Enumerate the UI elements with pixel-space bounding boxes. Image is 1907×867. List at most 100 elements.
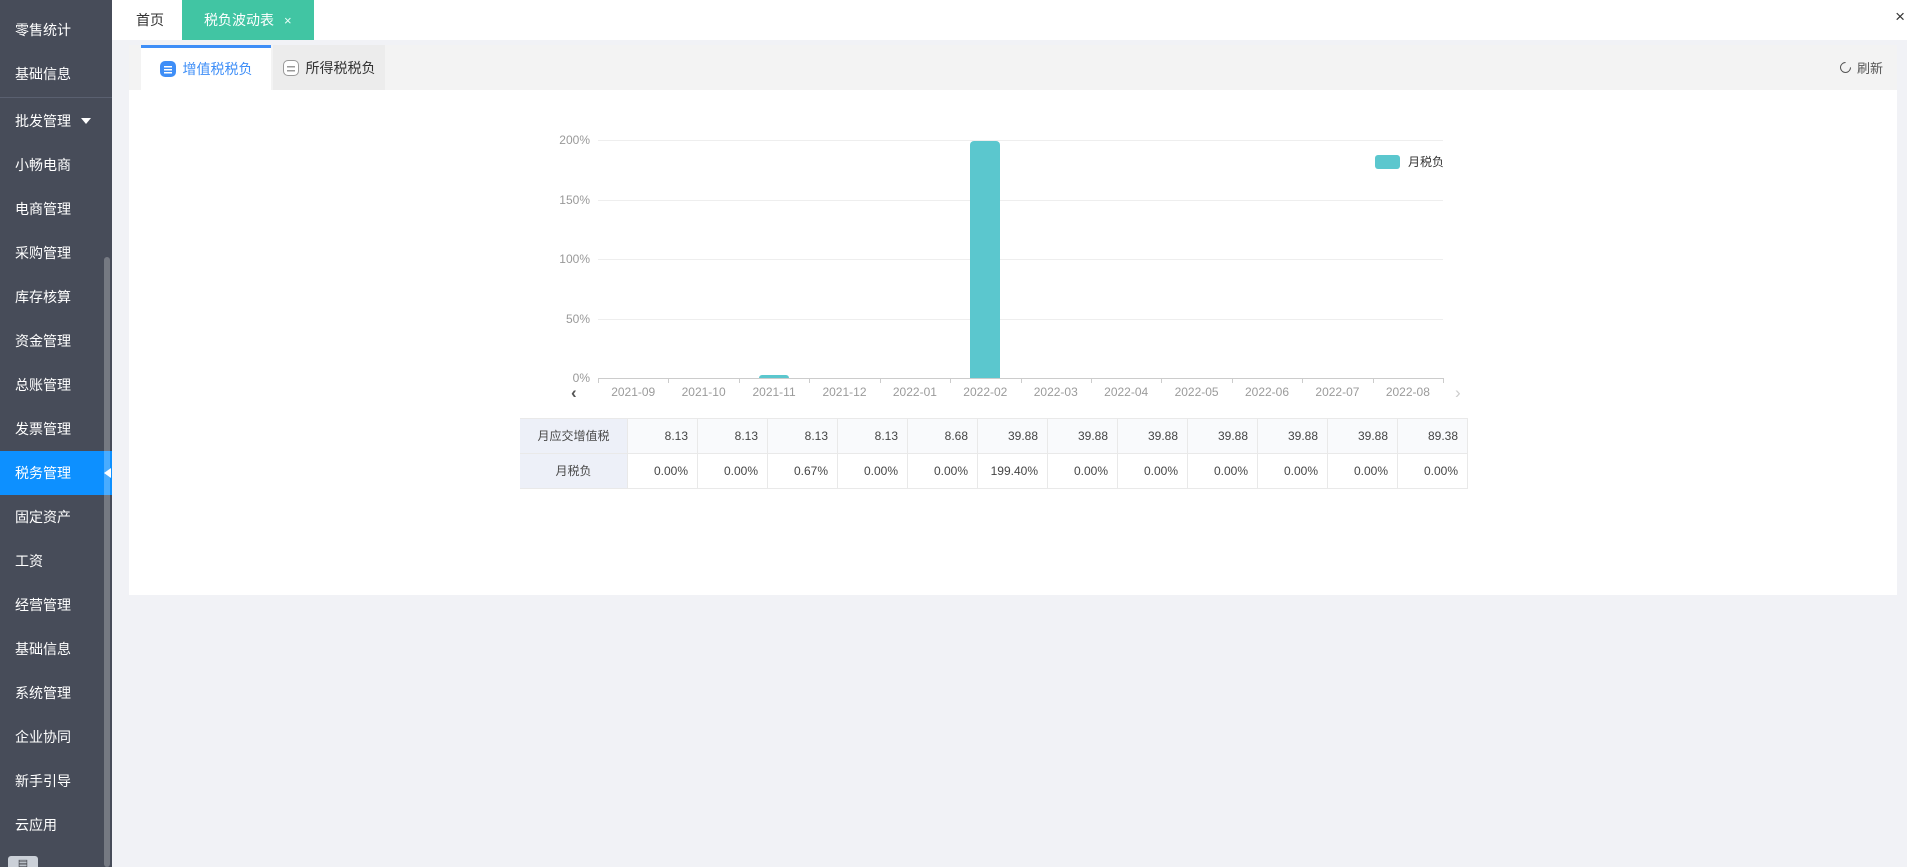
axis-tick xyxy=(1302,378,1303,383)
x-axis-label: 2022-05 xyxy=(1174,385,1219,399)
sidebar-item-15[interactable]: 基础信息 xyxy=(0,627,112,671)
sidebar-item-label: 总账管理 xyxy=(15,377,71,393)
gridline xyxy=(598,199,1443,201)
table-cell: 199.40% xyxy=(978,454,1048,489)
top-tabbar: 首页 税负波动表 × xyxy=(112,0,1907,40)
sidebar-menu: 零售统计 基础信息 批发管理 小畅电商 电商管理 采购管理 库存核算 资金管理 总账管理 发票管理… xyxy=(0,0,112,847)
axis-tick xyxy=(1373,378,1374,383)
sidebar-item-1[interactable]: 基础信息 xyxy=(0,52,112,96)
sidebar-item-0[interactable]: 零售统计 xyxy=(0,8,112,52)
x-axis-label: 2022-02 xyxy=(963,385,1008,399)
axis-tick xyxy=(1091,378,1092,383)
tax-data-table: 月应交增值税 8.13 8.13 8.13 8.13 8.68 39.88 39.88 39.8… xyxy=(520,418,1468,489)
sidebar-item-3[interactable]: 批发管理 xyxy=(0,99,112,143)
table-cell: 8.13 xyxy=(628,419,698,454)
sidebar-item-label: 系统管理 xyxy=(15,685,71,701)
axis-tick xyxy=(1161,378,1162,383)
table-cell: 8.13 xyxy=(768,419,838,454)
sidebar-item-label: 税务管理 xyxy=(15,465,71,481)
sidebar-item-label: 小畅电商 xyxy=(15,157,71,173)
sidebar-item-label: 经营管理 xyxy=(15,597,71,613)
sidebar-item-11[interactable]: 税务管理 xyxy=(0,451,112,495)
x-axis-label: 2021-09 xyxy=(611,385,656,399)
sidebar-item-17[interactable]: 企业协同 xyxy=(0,715,112,759)
refresh-button[interactable]: 刷新 xyxy=(1837,45,1883,90)
sidebar-item-9[interactable]: 总账管理 xyxy=(0,363,112,407)
content-panel: 增值税税负 所得税税负 刷新 月税负 0% 50% 100% 150% 200% 202… xyxy=(129,45,1897,595)
sidebar-item-16[interactable]: 系统管理 xyxy=(0,671,112,715)
y-axis-label: 200% xyxy=(559,133,590,147)
axis-tick xyxy=(668,378,669,383)
sidebar-item-5[interactable]: 电商管理 xyxy=(0,187,112,231)
sidebar-item-label: 云应用 xyxy=(15,817,57,833)
plot-area xyxy=(598,140,1443,378)
table-cell: 39.88 xyxy=(1118,419,1188,454)
chevron-down-icon xyxy=(81,118,91,124)
sidebar-item-label: 资金管理 xyxy=(15,333,71,349)
tab-tax-fluctuation[interactable]: 税负波动表 × xyxy=(182,0,314,40)
table-cell: 89.38 xyxy=(1398,419,1468,454)
table-cell: 8.13 xyxy=(698,419,768,454)
tab-close-icon[interactable]: × xyxy=(284,12,292,28)
sidebar-item-8[interactable]: 资金管理 xyxy=(0,319,112,363)
x-axis-label: 2022-03 xyxy=(1033,385,1078,399)
table-cell: 0.67% xyxy=(768,454,838,489)
table-row-header: 月应交增值税 xyxy=(520,419,628,454)
x-axis-labels: 2021-09 2021-10 2021-11 2021-12 2022-01 2022-… xyxy=(598,385,1443,399)
sidebar-item-13[interactable]: 工资 xyxy=(0,539,112,583)
axis-tick xyxy=(1443,378,1444,383)
table-cell: 39.88 xyxy=(1258,419,1328,454)
axis-tick xyxy=(1021,378,1022,383)
tab-vat-burden-label: 增值税税负 xyxy=(182,61,253,77)
tab-tax-fluctuation-label: 税负波动表 xyxy=(204,12,274,28)
chart-next-arrow[interactable]: › xyxy=(1455,383,1461,402)
sidebar-item-label: 基础信息 xyxy=(15,66,71,82)
window-close-icon[interactable]: × xyxy=(1895,7,1905,26)
tab-home[interactable]: 首页 xyxy=(118,0,182,40)
sidebar-item-label: 企业协同 xyxy=(15,729,71,745)
sidebar-item-4[interactable]: 小畅电商 xyxy=(0,143,112,187)
sidebar-scrollbar[interactable] xyxy=(104,257,110,867)
x-axis-label: 2022-08 xyxy=(1385,385,1430,399)
sidebar-item-19[interactable]: 云应用 xyxy=(0,803,112,847)
sidebar-item-18[interactable]: 新手引导 xyxy=(0,759,112,803)
axis-tick xyxy=(880,378,881,383)
table-row-header: 月税负 xyxy=(520,454,628,489)
tab-income-tax-burden[interactable]: 所得税税负 xyxy=(273,45,385,90)
sidebar-item-10[interactable]: 发票管理 xyxy=(0,407,112,451)
table-cell: 0.00% xyxy=(908,454,978,489)
chart-prev-arrow[interactable]: ‹ xyxy=(571,383,577,402)
bar-2021-11[interactable] xyxy=(759,375,790,378)
sidebar-item-12[interactable]: 固定资产 xyxy=(0,495,112,539)
table-cell: 39.88 xyxy=(1048,419,1118,454)
table-cell: 8.68 xyxy=(908,419,978,454)
tab-vat-burden[interactable]: 增值税税负 xyxy=(141,45,271,90)
legend-item-monthly-tax[interactable]: 月税负 xyxy=(1375,153,1444,170)
sidebar-item-7[interactable]: 库存核算 xyxy=(0,275,112,319)
bar-2022-02[interactable] xyxy=(970,141,1001,378)
sidebar-item-6[interactable]: 采购管理 xyxy=(0,231,112,275)
sidebar-item-label: 电商管理 xyxy=(15,201,71,217)
sidebar-item-label: 发票管理 xyxy=(15,421,71,437)
x-axis-label: 2022-06 xyxy=(1244,385,1290,399)
y-axis-label: 50% xyxy=(565,311,590,326)
table-cell: 8.13 xyxy=(838,419,908,454)
gridline xyxy=(598,318,1443,320)
axis-tick xyxy=(1232,378,1233,383)
sidebar-item-label: 采购管理 xyxy=(15,245,71,261)
x-axis-ticks xyxy=(598,378,1444,383)
sidebar-item-14[interactable]: 经营管理 xyxy=(0,583,112,627)
table-cell: 0.00% xyxy=(1118,454,1188,489)
table-cell: 39.88 xyxy=(1328,419,1398,454)
table-cell: 0.00% xyxy=(1188,454,1258,489)
sidebar-item-label: 新手引导 xyxy=(15,773,71,789)
y-axis-label: 0% xyxy=(572,371,590,385)
sidebar-item-label: 库存核算 xyxy=(15,289,71,305)
table-cell: 0.00% xyxy=(698,454,768,489)
sidebar-collapse-button[interactable]: ▤ xyxy=(8,856,38,867)
table-cell: 0.00% xyxy=(1328,454,1398,489)
x-axis-line xyxy=(598,378,1443,379)
table-cell: 0.00% xyxy=(628,454,698,489)
y-axis-label: 100% xyxy=(559,252,590,266)
